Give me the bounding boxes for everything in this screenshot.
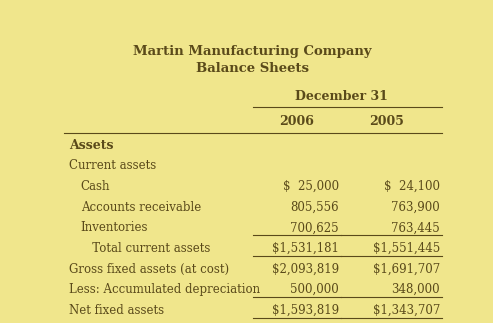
Text: Accounts receivable: Accounts receivable bbox=[81, 201, 201, 214]
Text: $  25,000: $ 25,000 bbox=[282, 180, 339, 193]
Text: $  24,100: $ 24,100 bbox=[384, 180, 440, 193]
Text: Balance Sheets: Balance Sheets bbox=[196, 62, 309, 75]
Text: 348,000: 348,000 bbox=[391, 283, 440, 296]
Text: 2006: 2006 bbox=[279, 115, 314, 128]
Text: Less: Accumulated depreciation: Less: Accumulated depreciation bbox=[69, 283, 260, 296]
Text: 763,445: 763,445 bbox=[391, 221, 440, 234]
Text: Inventories: Inventories bbox=[81, 221, 148, 234]
Text: 2005: 2005 bbox=[369, 115, 404, 128]
Text: $1,531,181: $1,531,181 bbox=[272, 242, 339, 255]
Text: $1,343,707: $1,343,707 bbox=[373, 304, 440, 317]
Text: 700,625: 700,625 bbox=[290, 221, 339, 234]
Text: Cash: Cash bbox=[81, 180, 110, 193]
Text: 500,000: 500,000 bbox=[290, 283, 339, 296]
Text: Total current assets: Total current assets bbox=[81, 242, 210, 255]
Text: $1,551,445: $1,551,445 bbox=[373, 242, 440, 255]
Text: 805,556: 805,556 bbox=[290, 201, 339, 214]
Text: Current assets: Current assets bbox=[69, 159, 156, 172]
Text: Net fixed assets: Net fixed assets bbox=[69, 304, 164, 317]
Text: Gross fixed assets (at cost): Gross fixed assets (at cost) bbox=[69, 263, 229, 276]
Text: December 31: December 31 bbox=[295, 90, 388, 103]
Text: 763,900: 763,900 bbox=[391, 201, 440, 214]
Text: $1,691,707: $1,691,707 bbox=[373, 263, 440, 276]
Text: $1,593,819: $1,593,819 bbox=[272, 304, 339, 317]
Text: Assets: Assets bbox=[69, 140, 114, 152]
Text: Martin Manufacturing Company: Martin Manufacturing Company bbox=[133, 45, 372, 58]
Text: $2,093,819: $2,093,819 bbox=[272, 263, 339, 276]
